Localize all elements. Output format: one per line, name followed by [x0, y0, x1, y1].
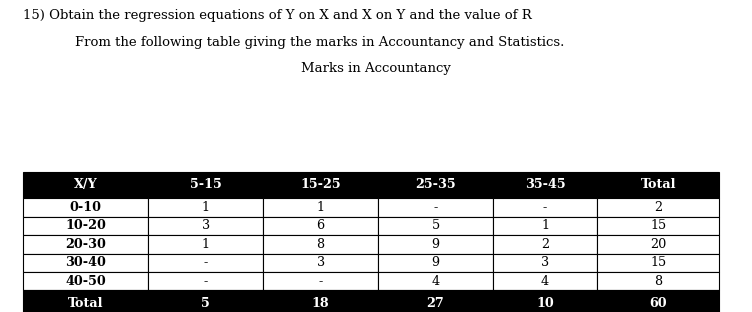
Bar — [493, 290, 597, 312]
Bar — [493, 235, 597, 254]
Bar — [378, 272, 493, 290]
Text: 8: 8 — [654, 275, 663, 288]
Text: 5: 5 — [432, 219, 440, 232]
Bar — [23, 235, 148, 254]
Bar — [597, 290, 719, 312]
Text: Total: Total — [68, 297, 103, 310]
Bar — [597, 172, 719, 198]
Text: -: - — [433, 201, 438, 214]
Bar — [378, 290, 493, 312]
Text: 15: 15 — [650, 219, 666, 232]
Text: 30-40: 30-40 — [65, 256, 106, 269]
Bar — [597, 272, 719, 290]
Text: 20: 20 — [650, 238, 666, 251]
Bar — [148, 235, 263, 254]
Bar — [23, 254, 148, 272]
Bar — [597, 217, 719, 235]
Bar — [493, 172, 597, 198]
Text: 2: 2 — [654, 201, 663, 214]
Text: 1: 1 — [541, 219, 549, 232]
Text: 4: 4 — [432, 275, 440, 288]
Bar — [148, 217, 263, 235]
Bar — [148, 172, 263, 198]
Text: 1: 1 — [202, 238, 210, 251]
Text: 1: 1 — [202, 201, 210, 214]
Text: 15-25: 15-25 — [300, 178, 341, 192]
Bar — [263, 198, 378, 217]
Bar — [263, 272, 378, 290]
Bar — [148, 254, 263, 272]
Text: X/Y: X/Y — [74, 178, 97, 192]
Text: 4: 4 — [541, 275, 549, 288]
Text: 8: 8 — [317, 238, 325, 251]
Bar — [23, 290, 148, 312]
Text: 9: 9 — [432, 238, 440, 251]
Text: -: - — [204, 275, 208, 288]
Bar — [23, 198, 148, 217]
Bar — [263, 172, 378, 198]
Text: 35-45: 35-45 — [525, 178, 566, 192]
Text: Marks in Accountancy: Marks in Accountancy — [301, 62, 451, 76]
Text: 3: 3 — [202, 219, 210, 232]
Text: -: - — [318, 275, 323, 288]
Bar — [148, 290, 263, 312]
Bar — [378, 217, 493, 235]
Bar — [493, 254, 597, 272]
Text: 6: 6 — [317, 219, 325, 232]
Bar — [23, 272, 148, 290]
Text: 15) Obtain the regression equations of Y on X and X on Y and the value of R: 15) Obtain the regression equations of Y… — [23, 9, 532, 22]
Bar — [597, 198, 719, 217]
Text: 3: 3 — [541, 256, 549, 269]
Text: 5: 5 — [202, 297, 210, 310]
Bar — [493, 217, 597, 235]
Text: 3: 3 — [317, 256, 325, 269]
Text: Total: Total — [641, 178, 676, 192]
Bar — [263, 254, 378, 272]
Text: 15: 15 — [650, 256, 666, 269]
Text: 25-35: 25-35 — [415, 178, 456, 192]
Text: 9: 9 — [432, 256, 440, 269]
Text: 40-50: 40-50 — [65, 275, 106, 288]
Bar — [263, 235, 378, 254]
Text: 10: 10 — [536, 297, 554, 310]
Bar — [597, 235, 719, 254]
Bar — [23, 172, 148, 198]
Bar — [493, 272, 597, 290]
Text: 20-30: 20-30 — [65, 238, 106, 251]
Bar — [597, 254, 719, 272]
Text: 1: 1 — [317, 201, 325, 214]
Text: -: - — [543, 201, 547, 214]
Bar — [378, 235, 493, 254]
Bar — [378, 198, 493, 217]
Text: 10-20: 10-20 — [65, 219, 106, 232]
Bar — [148, 198, 263, 217]
Text: 2: 2 — [541, 238, 549, 251]
Text: 5-15: 5-15 — [190, 178, 222, 192]
Bar — [23, 217, 148, 235]
Bar — [263, 290, 378, 312]
Text: 18: 18 — [312, 297, 329, 310]
Bar — [148, 272, 263, 290]
Text: 0-10: 0-10 — [69, 201, 102, 214]
Bar — [263, 217, 378, 235]
Bar — [378, 172, 493, 198]
Text: 27: 27 — [426, 297, 444, 310]
Text: 60: 60 — [649, 297, 667, 310]
Text: -: - — [204, 256, 208, 269]
Bar — [493, 198, 597, 217]
Text: From the following table giving the marks in Accountancy and Statistics.: From the following table giving the mark… — [75, 36, 565, 49]
Bar — [378, 254, 493, 272]
